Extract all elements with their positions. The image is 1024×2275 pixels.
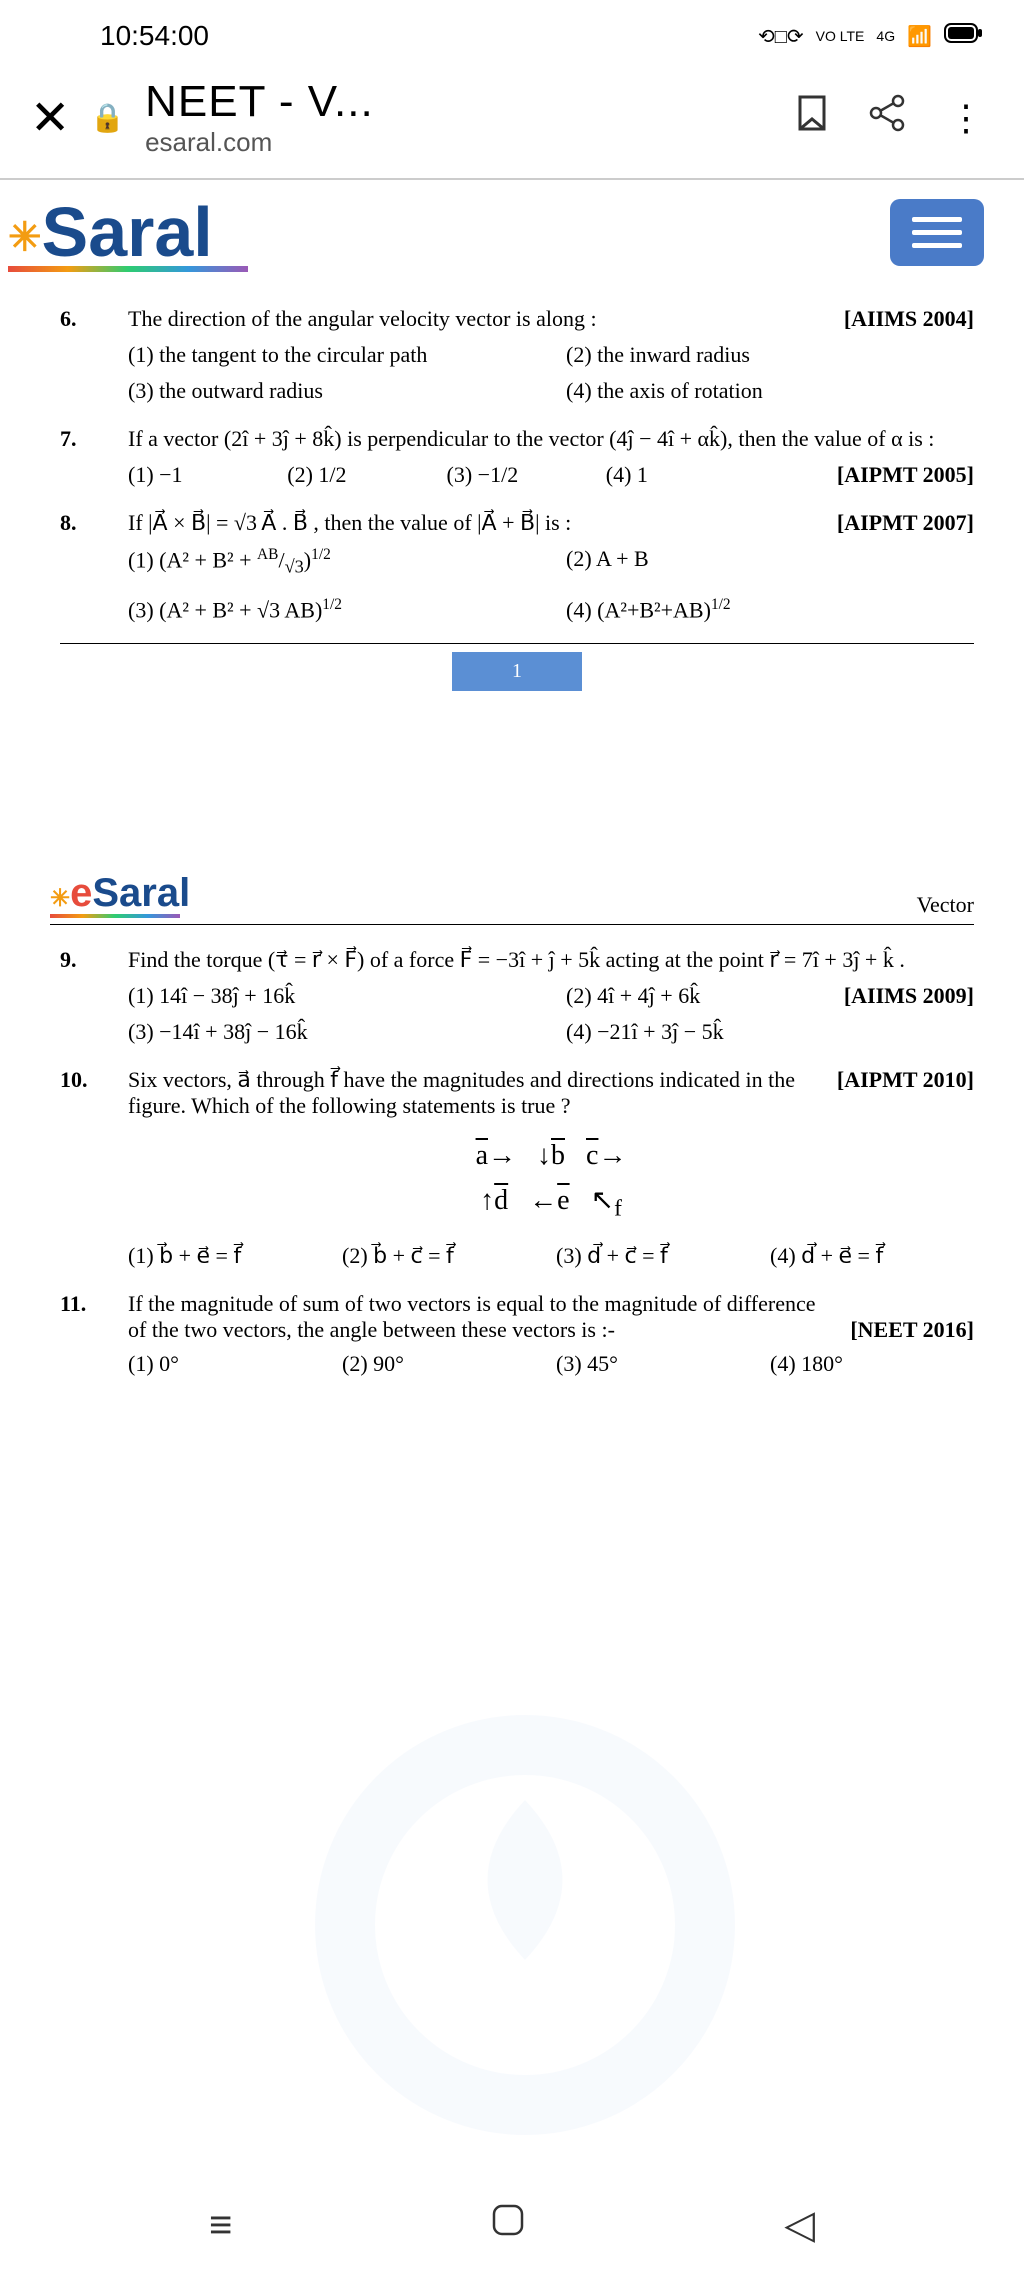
opt[interactable]: (4) 1	[606, 462, 755, 488]
q-num: 7.	[60, 426, 88, 488]
question-10: 10. Six vectors, a⃗ through f⃗ have the …	[60, 1067, 974, 1269]
q-text: Six vectors, a⃗ through f⃗ have the magn…	[128, 1067, 817, 1119]
q-text: If the magnitude of sum of two vectors i…	[128, 1291, 830, 1343]
vector-figure: a→ ↓b c→ ↑d ←e ↖f	[128, 1134, 974, 1228]
clock: 10:54:00	[100, 20, 209, 52]
opt[interactable]: (2) b⃗ + c⃗ = f⃗	[342, 1243, 546, 1269]
section-header: ✳eSaral Vector	[0, 871, 1024, 918]
close-icon[interactable]: ✕	[30, 90, 70, 146]
opt[interactable]: (4) the axis of rotation	[566, 378, 974, 404]
q-num: 11.	[60, 1291, 88, 1377]
content-page-2: 9. Find the torque (τ⃗ = r⃗ × F⃗) of a f…	[0, 947, 1024, 1377]
opt[interactable]: (2) 90°	[342, 1351, 546, 1377]
opt[interactable]: (4) 180°	[770, 1351, 974, 1377]
opt[interactable]: (2) the inward radius	[566, 342, 974, 368]
q-tag: [AIIMS 2009]	[844, 983, 974, 1009]
nav-bar: ≡ ◁	[0, 2175, 1024, 2275]
q-num: 8.	[60, 510, 88, 623]
question-9: 9. Find the torque (τ⃗ = r⃗ × F⃗) of a f…	[60, 947, 974, 1045]
opt[interactable]: (1) the tangent to the circular path	[128, 342, 536, 368]
opt[interactable]: (1) (A² + B² + AB/√3)1/2	[128, 546, 536, 578]
q-tag: [AIPMT 2010]	[837, 1067, 974, 1119]
back-icon[interactable]: ◁	[784, 2202, 815, 2248]
status-bar: 10:54:00 ⟲□⟳ VO LTE 4G 📶	[0, 0, 1024, 62]
page-number-box: 1	[60, 652, 974, 691]
q-tag: [AIPMT 2005]	[785, 462, 974, 488]
opt[interactable]: (4) (A²+B²+AB)1/2	[566, 596, 974, 623]
browser-bar: ✕ 🔒 NEET - V... esaral.com ⋮	[0, 62, 1024, 178]
q-tag: [AIPMT 2007]	[837, 510, 974, 536]
share-icon[interactable]	[868, 93, 908, 142]
opt[interactable]: (3) (A² + B² + √3 AB)1/2	[128, 596, 536, 623]
network-icon: 4G	[876, 28, 895, 44]
title-block[interactable]: NEET - V... esaral.com	[145, 77, 766, 158]
opt[interactable]: (3) the outward radius	[128, 378, 536, 404]
home-icon[interactable]	[490, 2202, 526, 2248]
content-page-1: 6. The direction of the angular velocity…	[0, 306, 1024, 691]
q-text: Find the torque (τ⃗ = r⃗ × F⃗) of a forc…	[128, 947, 905, 973]
opt[interactable]: (2) 1/2	[287, 462, 436, 488]
menu-icon[interactable]	[890, 199, 984, 266]
opt[interactable]: (3) 45°	[556, 1351, 760, 1377]
q-text: If a vector (2î + 3ĵ + 8k̂) is perpendic…	[128, 426, 934, 452]
q-num: 10.	[60, 1067, 88, 1269]
recents-icon[interactable]: ≡	[209, 2203, 232, 2248]
battery-icon	[944, 23, 984, 49]
opt[interactable]: (4) d⃗ + e⃗ = f⃗	[770, 1243, 974, 1269]
page-number: 1	[452, 652, 582, 691]
opt[interactable]: (1) 0°	[128, 1351, 332, 1377]
q-num: 9.	[60, 947, 88, 1045]
opt[interactable]: (3) −1/2	[447, 462, 596, 488]
saral-logo-small[interactable]: ✳eSaral	[50, 871, 190, 918]
opt[interactable]: (3) d⃗ + c⃗ = f⃗	[556, 1243, 760, 1269]
q-text: The direction of the angular velocity ve…	[128, 306, 597, 332]
opt[interactable]: (1) −1	[128, 462, 277, 488]
q-num: 6.	[60, 306, 88, 404]
watermark	[300, 1700, 750, 2155]
opt[interactable]: (2) 4î + 4ĵ + 6k̂	[566, 983, 700, 1009]
question-11: 11. If the magnitude of sum of two vecto…	[60, 1291, 974, 1377]
logo-text: Saral	[42, 193, 213, 271]
question-6: 6. The direction of the angular velocity…	[60, 306, 974, 404]
more-icon[interactable]: ⋮	[948, 97, 984, 139]
opt[interactable]: (1) 14î − 38ĵ + 16k̂	[128, 983, 536, 1009]
question-8: 8. If |A⃗ × B⃗| = √3 A⃗ . B⃗ , then the …	[60, 510, 974, 623]
lock-icon: 🔒	[90, 101, 125, 134]
opt[interactable]: (2) A + B	[566, 546, 974, 578]
hr	[50, 924, 974, 925]
hr	[60, 643, 974, 644]
bookmark-icon[interactable]	[796, 93, 828, 142]
rotate-icon: ⟲□⟳	[758, 24, 804, 49]
q-text: If |A⃗ × B⃗| = √3 A⃗ . B⃗ , then the val…	[128, 510, 571, 536]
question-7: 7. If a vector (2î + 3ĵ + 8k̂) is perpen…	[60, 426, 974, 488]
section-label: Vector	[917, 892, 974, 918]
signal-icon: 📶	[907, 24, 932, 49]
page-title: NEET - V...	[145, 77, 766, 127]
q-tag: [AIIMS 2004]	[844, 306, 974, 332]
q-tag: [NEET 2016]	[850, 1317, 974, 1343]
volte-icon: VO LTE	[816, 29, 865, 43]
page-url: esaral.com	[145, 127, 766, 158]
opt[interactable]: (3) −14î + 38ĵ − 16k̂	[128, 1019, 536, 1045]
status-icons: ⟲□⟳ VO LTE 4G 📶	[758, 23, 984, 49]
saral-logo[interactable]: ✳Saral	[8, 192, 248, 272]
opt[interactable]: (1) b⃗ + e⃗ = f⃗	[128, 1243, 332, 1269]
opt[interactable]: (4) −21î + 3ĵ − 5k̂	[566, 1019, 974, 1045]
logo-row: ✳Saral	[0, 180, 1024, 284]
